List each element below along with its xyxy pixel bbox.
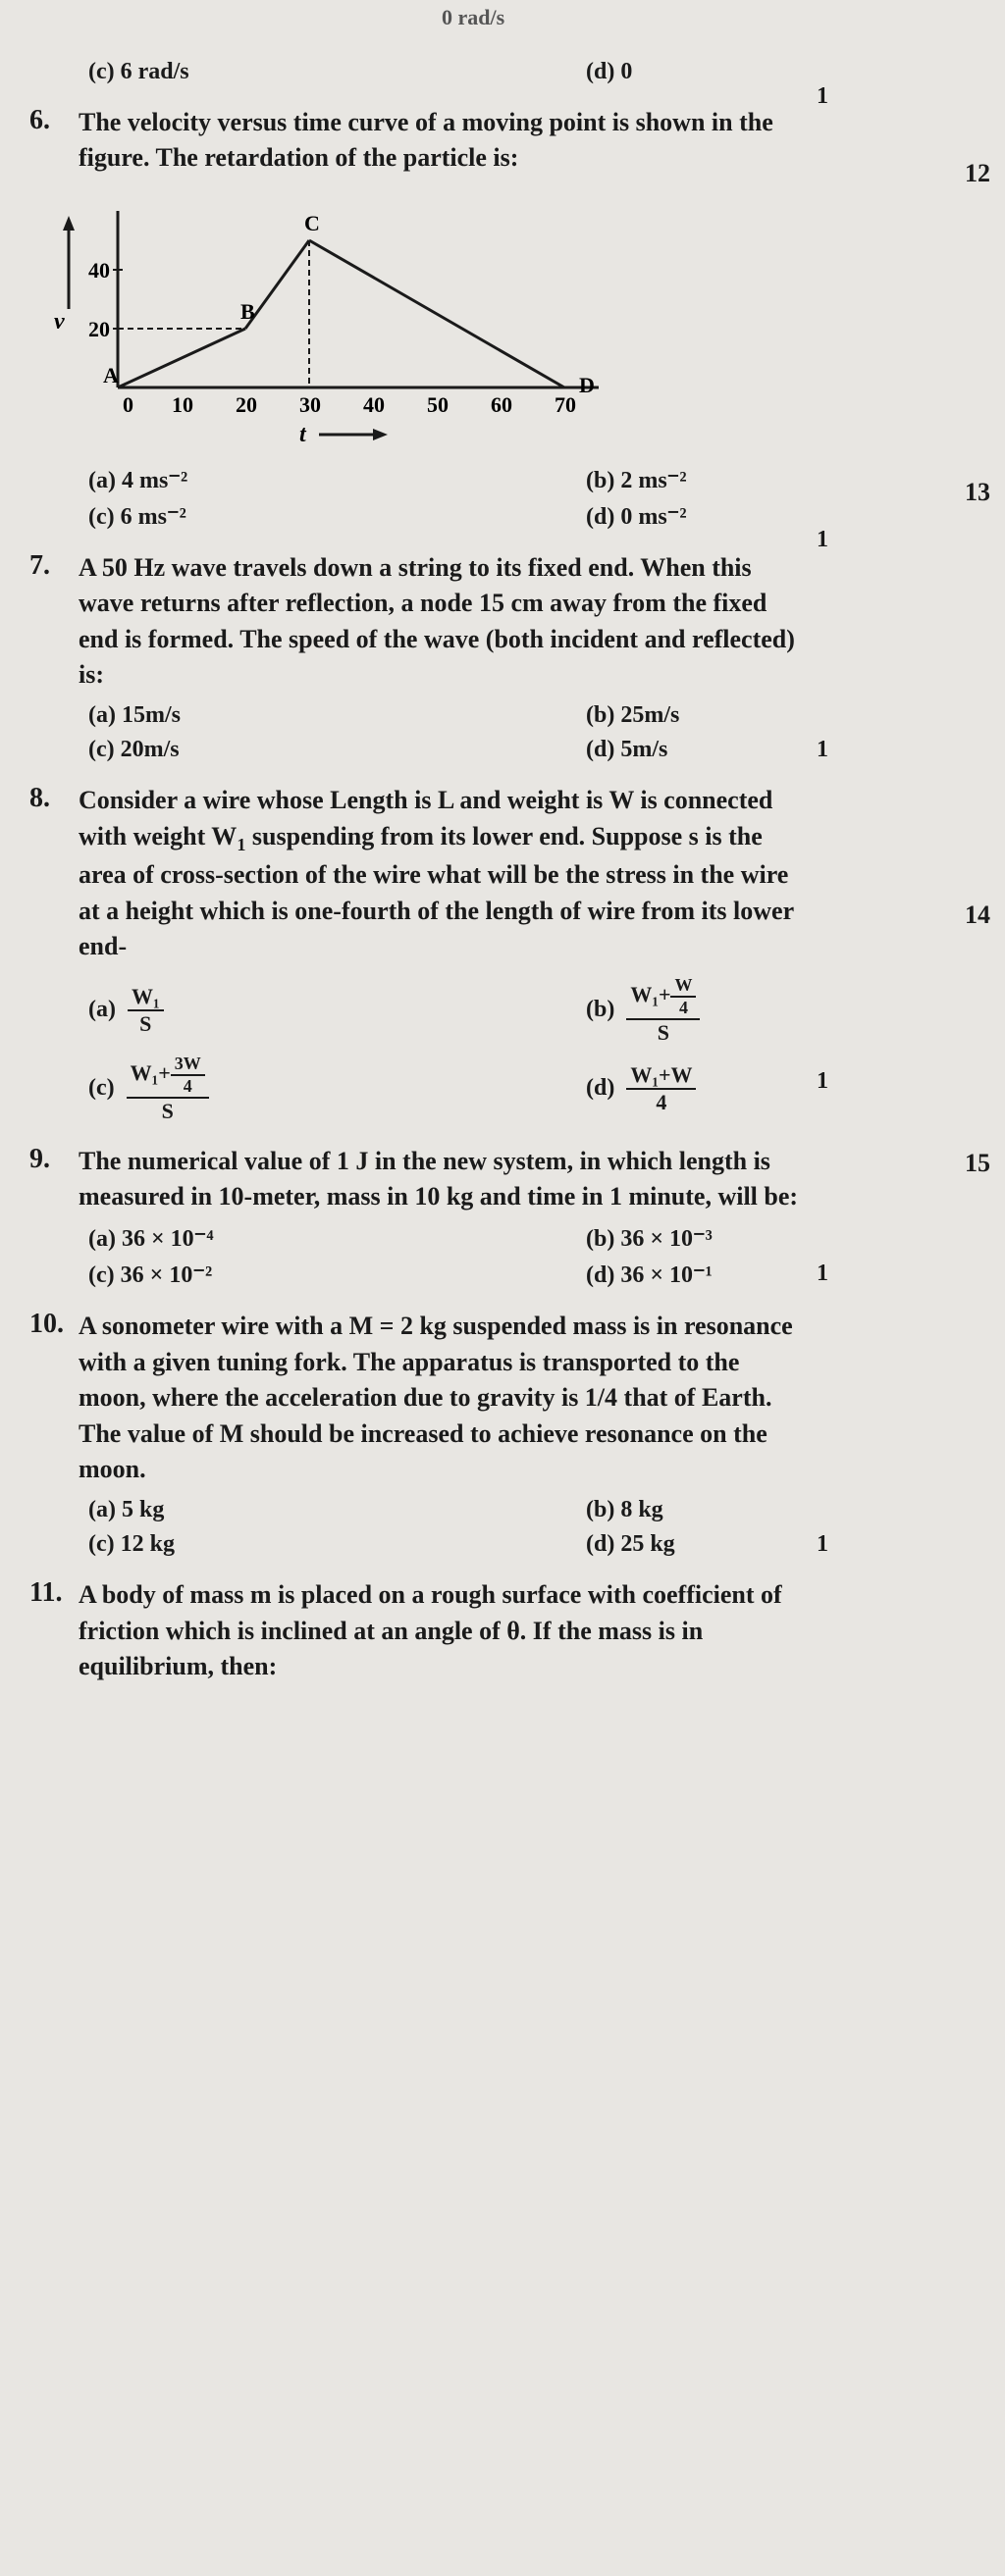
q8-margin: 14 xyxy=(965,901,990,930)
option-c: (c) 6 rad/s xyxy=(88,59,478,85)
q7-option-a: (a) 15m/s xyxy=(88,702,478,729)
q7-answer: 1 xyxy=(817,737,828,763)
q9-text: The numerical value of 1 J in the new sy… xyxy=(79,1144,805,1215)
svg-text:20: 20 xyxy=(88,317,110,341)
q9-margin: 15 xyxy=(965,1149,990,1178)
svg-text:D: D xyxy=(579,373,595,397)
svg-text:60: 60 xyxy=(491,392,512,417)
q9-number: 9. xyxy=(29,1144,79,1175)
q6-margin2: 13 xyxy=(965,478,990,507)
q6-margin: 12 xyxy=(965,159,990,188)
svg-text:A: A xyxy=(103,363,119,387)
q6-answer: 1 xyxy=(817,527,828,553)
q9-option-c: (c) 36 × 10⁻² xyxy=(88,1261,478,1289)
svg-text:v: v xyxy=(54,309,65,335)
q6-number: 6. xyxy=(29,105,79,136)
q6-option-d: (d) 0 ms⁻² xyxy=(586,502,976,531)
q8-option-b: (b) W₁+W4 S xyxy=(586,975,976,1046)
svg-text:10: 10 xyxy=(172,392,193,417)
q6-text: The velocity versus time curve of a movi… xyxy=(79,105,805,177)
svg-text:t: t xyxy=(299,422,307,446)
q7-option-d: (d) 5m/s xyxy=(586,737,976,763)
q6-option-a: (a) 4 ms⁻² xyxy=(88,466,478,494)
q9-option-a: (a) 36 × 10⁻⁴ xyxy=(88,1224,478,1253)
svg-text:40: 40 xyxy=(88,258,110,283)
q6-option-c: (c) 6 ms⁻² xyxy=(88,502,478,531)
q6-option-b: (b) 2 ms⁻² xyxy=(586,466,976,494)
q7-text: A 50 Hz wave travels down a string to it… xyxy=(79,550,805,694)
svg-text:20: 20 xyxy=(236,392,257,417)
q8-answer: 1 xyxy=(817,1068,828,1095)
q7-option-b: (b) 25m/s xyxy=(586,702,976,729)
q8-number: 8. xyxy=(29,783,79,814)
q7-number: 7. xyxy=(29,550,79,582)
svg-text:40: 40 xyxy=(363,392,385,417)
svg-text:70: 70 xyxy=(555,392,576,417)
q11-text: A body of mass m is placed on a rough su… xyxy=(79,1577,805,1684)
q10-option-b: (b) 8 kg xyxy=(586,1497,976,1523)
svg-text:C: C xyxy=(304,211,320,235)
q11-number: 11. xyxy=(29,1577,79,1609)
q8-text: Consider a wire whose Length is L and we… xyxy=(79,783,805,964)
svg-text:30: 30 xyxy=(299,392,321,417)
q9-option-d: (d) 36 × 10⁻¹ xyxy=(586,1261,976,1289)
q10-option-d: (d) 25 kg xyxy=(586,1531,976,1558)
q8-option-d: (d) W₁+W 4 xyxy=(586,1062,976,1115)
q6-graph: 20 40 0 10 20 30 40 50 60 70 v t xyxy=(49,191,976,451)
q10-option-a: (a) 5 kg xyxy=(88,1497,478,1523)
q9-answer: 1 xyxy=(817,1261,828,1287)
q10-text: A sonometer wire with a M = 2 kg suspend… xyxy=(79,1309,805,1487)
q8-option-a: (a) W₁ S xyxy=(88,984,478,1037)
q10-option-c: (c) 12 kg xyxy=(88,1531,478,1558)
svg-text:50: 50 xyxy=(427,392,449,417)
svg-text:B: B xyxy=(240,299,255,324)
q7-option-c: (c) 20m/s xyxy=(88,737,478,763)
q8-option-c: (c) W₁+3W4 S xyxy=(88,1054,478,1124)
q9-option-b: (b) 36 × 10⁻³ xyxy=(586,1224,976,1253)
svg-text:0: 0 xyxy=(123,392,133,417)
partial-text: 0 rad/s xyxy=(442,5,504,30)
option-d: (d) 0 xyxy=(586,59,976,85)
q10-answer: 1 xyxy=(817,1531,828,1558)
q10-number: 10. xyxy=(29,1309,79,1340)
